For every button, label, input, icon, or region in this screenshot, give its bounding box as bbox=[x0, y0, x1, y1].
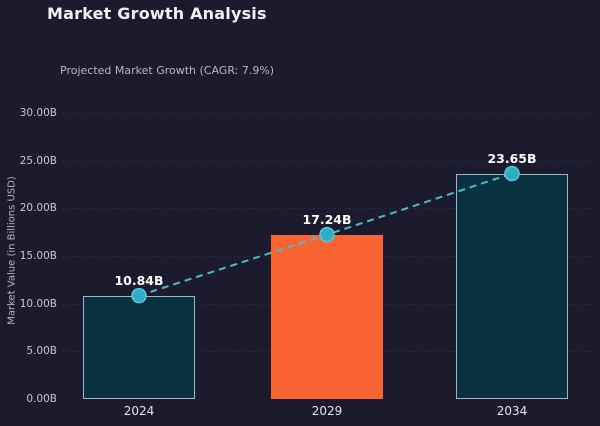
bar-2034 bbox=[456, 173, 568, 399]
x-tick-label: 2034 bbox=[496, 404, 528, 418]
bar-2029 bbox=[271, 234, 383, 399]
y-tick-label: 0.00B bbox=[26, 393, 57, 405]
x-tick-label: 2029 bbox=[311, 404, 343, 418]
gridline-25.00B bbox=[62, 160, 592, 162]
bar-2024 bbox=[83, 295, 195, 399]
bar-value-label: 10.84B bbox=[114, 272, 164, 288]
y-tick-label: 30.00B bbox=[19, 107, 57, 119]
y-tick-label: 20.00B bbox=[19, 202, 57, 215]
gridline-30.00B bbox=[62, 113, 592, 114]
y-tick-label: 10.00B bbox=[19, 297, 57, 310]
y-tick-label: 15.00B bbox=[19, 250, 57, 262]
bar-value-label: 17.24B bbox=[302, 211, 352, 227]
chart-subtitle: Projected Market Growth (CAGR: 7.9%) bbox=[60, 64, 275, 77]
x-tick-label: 2024 bbox=[123, 404, 155, 418]
chart-title: Market Growth Analysis bbox=[47, 4, 267, 23]
y-tick-label: 25.00B bbox=[19, 154, 57, 167]
y-tick-label: 5.00B bbox=[26, 345, 57, 358]
bar-value-label: 23.65B bbox=[487, 150, 537, 166]
